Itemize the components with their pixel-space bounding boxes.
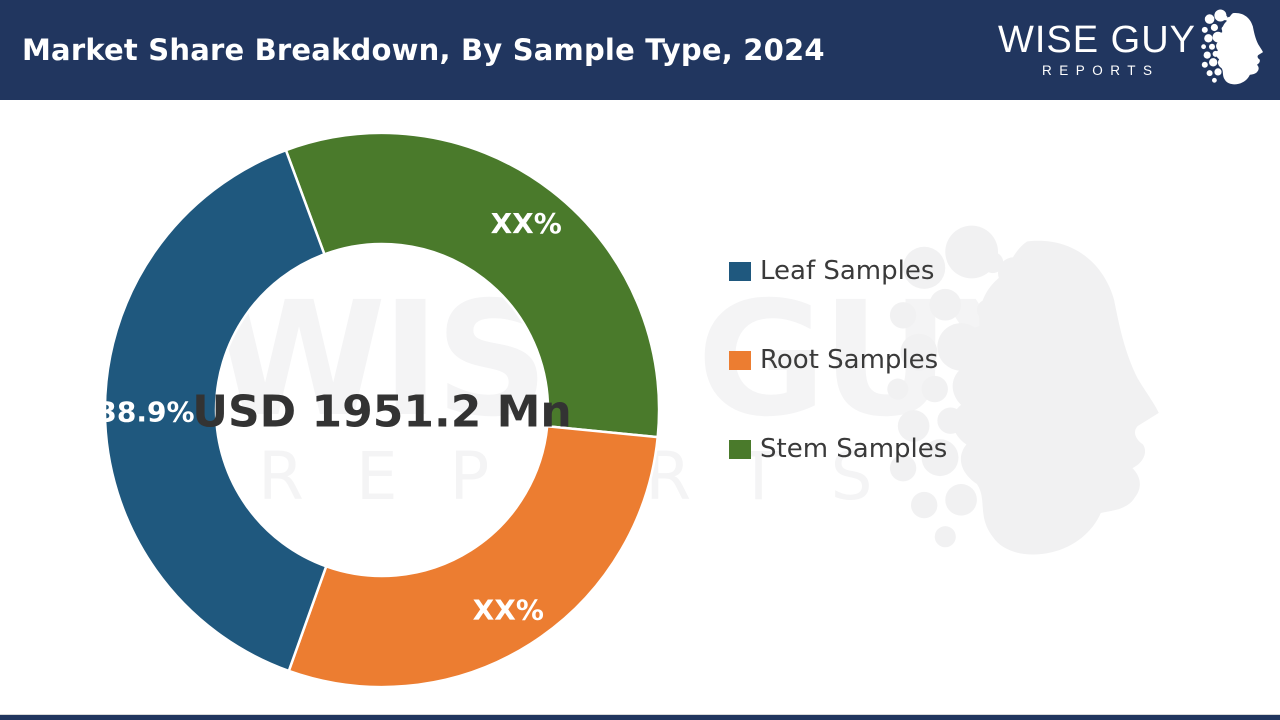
- donut-center-value: USD 1951.2 Mn: [192, 386, 572, 438]
- donut-segment-value-label: XX%: [491, 207, 562, 240]
- logo-face-icon: [1201, 9, 1263, 85]
- donut-segment-value-label: 38.9%: [97, 395, 194, 428]
- legend-swatch: [729, 350, 751, 370]
- donut-segment-stem-samples: [284, 131, 661, 439]
- legend-item-stem-samples: Stem Samples: [729, 434, 947, 464]
- legend-label: Root Samples: [760, 345, 939, 375]
- watermark-face-profile: [887, 225, 1159, 555]
- donut-segment-root-samples: [287, 425, 659, 689]
- legend-swatch: [729, 261, 751, 281]
- legend-item-leaf-samples: Leaf Samples: [729, 256, 947, 286]
- logo-text: WISE GUY REPORTS: [998, 20, 1196, 78]
- chart-legend: Leaf Samples Root Samples Stem Samples: [729, 256, 947, 464]
- logo-wordmark: WISE GUY: [997, 18, 1196, 61]
- header-banner: Market Share Breakdown, By Sample Type, …: [0, 0, 1280, 100]
- legend-item-root-samples: Root Samples: [729, 345, 947, 375]
- legend-swatch: [729, 439, 751, 459]
- footer-bar: [0, 714, 1280, 720]
- legend-label: Leaf Samples: [760, 256, 935, 286]
- page-title: Market Share Breakdown, By Sample Type, …: [22, 33, 825, 67]
- donut-segment-leaf-samples: [103, 148, 328, 673]
- logo-reports-text: REPORTS: [1041, 62, 1160, 78]
- legend-label: Stem Samples: [760, 434, 948, 464]
- donut-segment-value-label: XX%: [473, 593, 544, 626]
- wise-guy-reports-logo: WISE GUY REPORTS: [998, 9, 1266, 88]
